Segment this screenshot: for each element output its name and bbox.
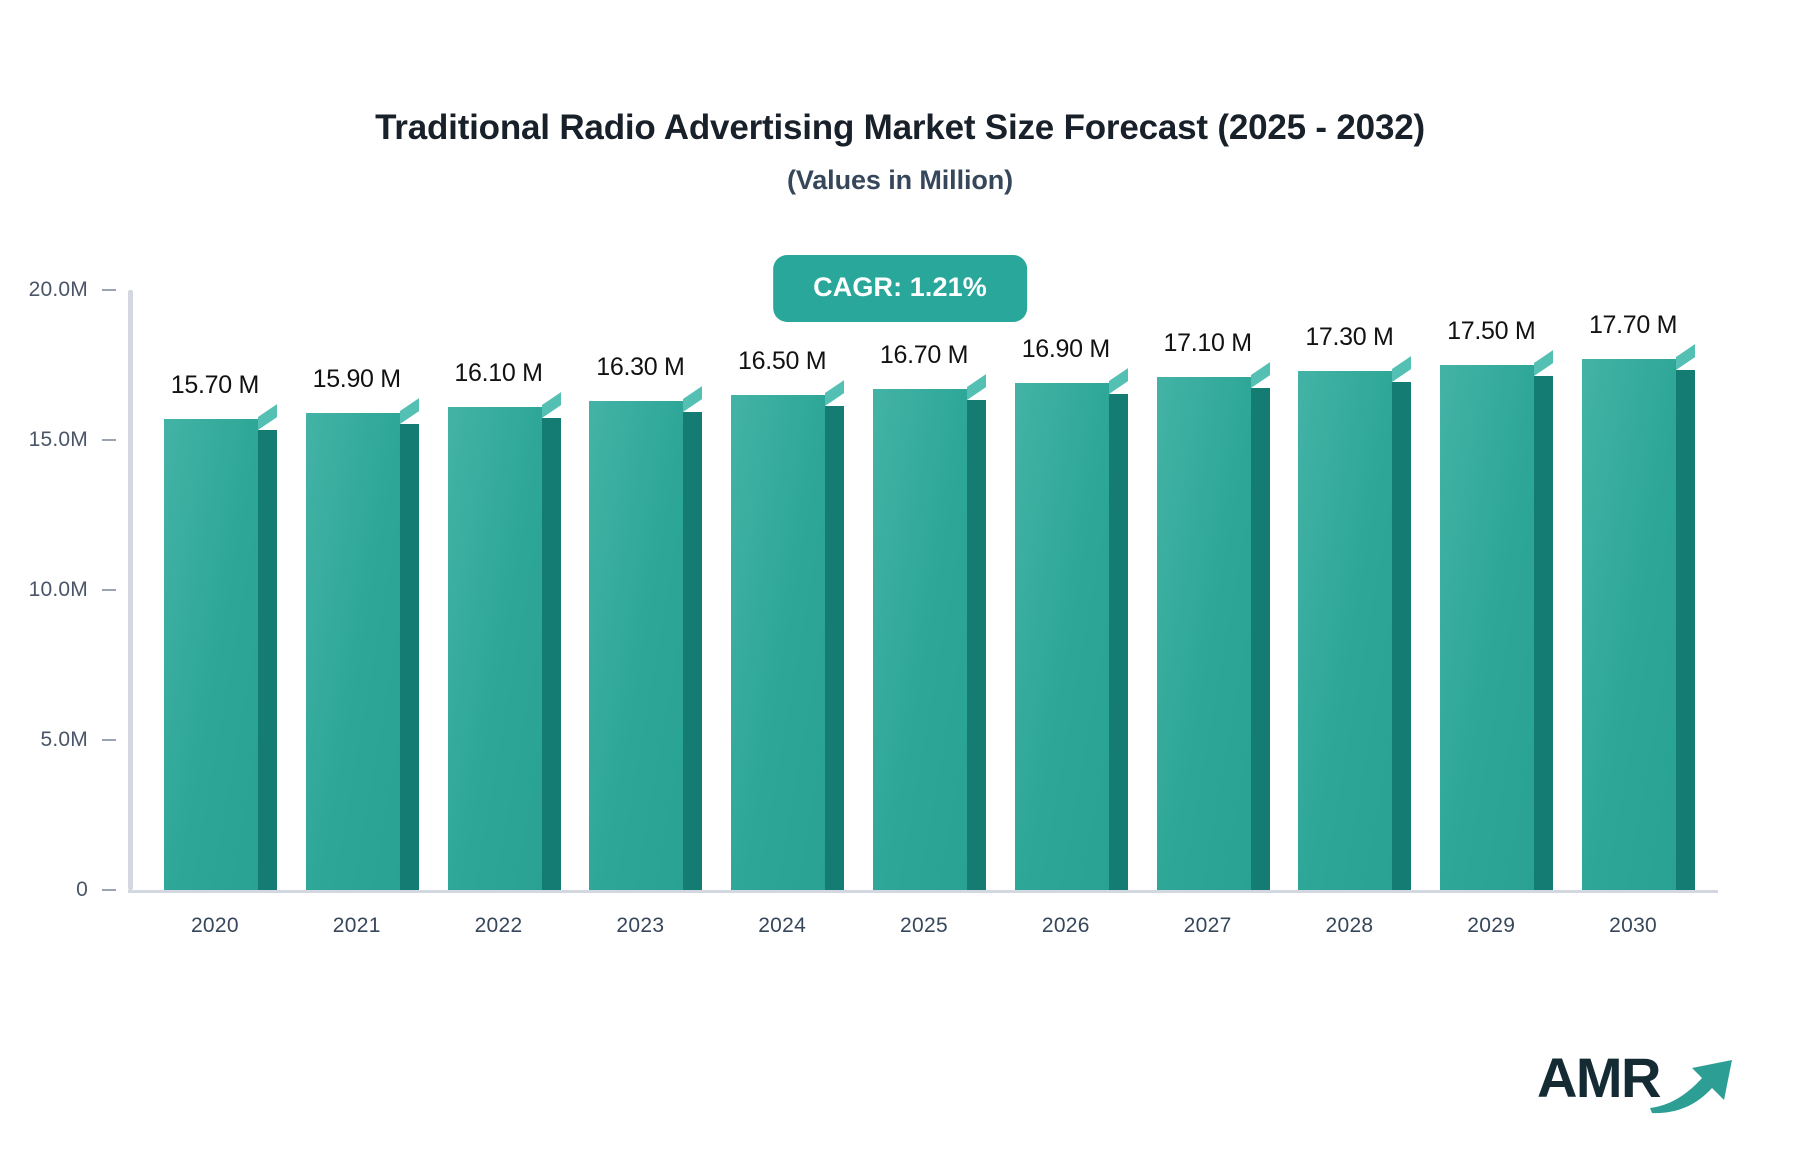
bar-side-face bbox=[1108, 394, 1128, 890]
bar-front-face bbox=[447, 407, 542, 890]
x-axis-tick-label: 2029 bbox=[1467, 914, 1516, 937]
y-axis-tick-label: 10.0M bbox=[28, 578, 88, 601]
y-axis-tick-mark bbox=[102, 889, 116, 891]
y-axis-tick-mark bbox=[102, 289, 116, 291]
bar-top-face bbox=[1534, 350, 1554, 376]
cagr-badge: CAGR: 1.21% bbox=[773, 255, 1027, 322]
bar-side-face bbox=[1676, 370, 1696, 890]
y-axis-tick-mark bbox=[102, 589, 116, 591]
bar-side-face bbox=[1392, 382, 1412, 890]
x-axis-tick-label: 2028 bbox=[1325, 914, 1374, 937]
bar-2020[interactable] bbox=[163, 404, 277, 890]
y-axis-tick-label: 20.0M bbox=[28, 278, 88, 301]
bar-top-face bbox=[541, 392, 561, 418]
x-axis-tick-label: 2024 bbox=[758, 914, 807, 937]
bar-side-face bbox=[967, 400, 986, 890]
amr-logo: AMR bbox=[1537, 1042, 1738, 1114]
bar-value-label: 15.70 M bbox=[170, 371, 260, 399]
y-axis-tick-mark bbox=[102, 739, 116, 741]
bar-side-face bbox=[825, 406, 845, 890]
bar-side-face bbox=[1250, 388, 1270, 890]
page-title: Traditional Radio Advertising Market Siz… bbox=[375, 108, 1425, 147]
bar-front-face bbox=[1582, 359, 1677, 890]
bar-2028[interactable] bbox=[1298, 356, 1412, 890]
bar-2025[interactable] bbox=[873, 374, 986, 890]
bar-top-face bbox=[399, 398, 419, 424]
bar-front-face bbox=[305, 413, 400, 890]
bar-front-face bbox=[1440, 365, 1535, 890]
bar-2029[interactable] bbox=[1440, 350, 1554, 890]
bar-front-face bbox=[1156, 377, 1251, 890]
bar-front-face bbox=[1014, 383, 1109, 890]
growth-arrow-icon bbox=[1646, 1052, 1738, 1119]
bar-value-label: 16.50 M bbox=[738, 347, 827, 375]
x-axis-tick-label: 2027 bbox=[1183, 914, 1232, 937]
x-axis-tick-label: 2022 bbox=[474, 914, 523, 937]
bar-top-face bbox=[967, 374, 986, 400]
bar-2026[interactable] bbox=[1014, 368, 1128, 890]
bar-side-face bbox=[683, 412, 703, 890]
bar-value-label: 17.10 M bbox=[1163, 329, 1253, 357]
bar-value-label: 16.70 M bbox=[879, 341, 969, 369]
bar-side-face bbox=[1534, 376, 1554, 890]
x-axis-line bbox=[128, 890, 1718, 893]
bar-2021[interactable] bbox=[305, 398, 419, 890]
bar-top-face bbox=[1108, 368, 1128, 394]
bar-top-face bbox=[1250, 362, 1270, 388]
bar-value-label: 17.70 M bbox=[1588, 311, 1678, 339]
bar-top-face bbox=[1392, 356, 1412, 382]
bar-value-label: 16.10 M bbox=[454, 359, 543, 387]
bar-front-face bbox=[873, 389, 967, 890]
bar-front-face bbox=[163, 419, 258, 890]
x-axis-tick-label: 2025 bbox=[900, 914, 948, 937]
bar-value-label: 16.30 M bbox=[596, 353, 685, 381]
plot-area: 0 5.0M 10.0M 15.0M 20.0M 15.70 M 15.90 M 16.10… bbox=[29, 278, 1718, 937]
bar-2023[interactable] bbox=[589, 386, 703, 890]
y-axis-tick-label: 5.0M bbox=[40, 728, 88, 751]
bar-side-face bbox=[399, 424, 419, 890]
x-axis-tick-label: 2023 bbox=[616, 914, 665, 937]
bar-top-face bbox=[825, 380, 845, 406]
logo-text: AMR bbox=[1536, 1046, 1662, 1109]
bar-top-face bbox=[1676, 344, 1696, 370]
bar-value-label: 17.50 M bbox=[1447, 317, 1536, 345]
bar-2027[interactable] bbox=[1156, 362, 1270, 890]
bar-value-label: 16.90 M bbox=[1021, 335, 1111, 363]
x-axis-tick-label: 2020 bbox=[190, 914, 239, 937]
y-axis-line bbox=[128, 290, 133, 890]
y-axis-tick-label: 0 bbox=[76, 878, 88, 901]
bar-2022[interactable] bbox=[447, 392, 561, 890]
bar-2030[interactable] bbox=[1582, 344, 1696, 890]
x-axis-tick-label: 2030 bbox=[1609, 914, 1658, 937]
bar-side-face bbox=[257, 430, 277, 890]
chart-subtitle: (Values in Million) bbox=[786, 165, 1014, 196]
bar-side-face bbox=[541, 418, 561, 890]
bar-top-face bbox=[683, 386, 703, 412]
y-axis-tick-label: 15.0M bbox=[28, 428, 88, 451]
bar-value-label: 15.90 M bbox=[312, 365, 402, 393]
bar-top-face bbox=[257, 404, 277, 430]
bar-front-face bbox=[589, 401, 684, 890]
bar-value-label: 17.30 M bbox=[1305, 323, 1394, 351]
bar-front-face bbox=[1298, 371, 1393, 890]
bar-2024[interactable] bbox=[731, 380, 845, 890]
title-block: Traditional Radio Advertising Market Siz… bbox=[0, 108, 1800, 196]
x-axis-tick-label: 2026 bbox=[1041, 914, 1090, 937]
bar-front-face bbox=[731, 395, 826, 890]
y-axis-tick-mark bbox=[102, 439, 116, 441]
x-axis-tick-label: 2021 bbox=[332, 914, 381, 937]
